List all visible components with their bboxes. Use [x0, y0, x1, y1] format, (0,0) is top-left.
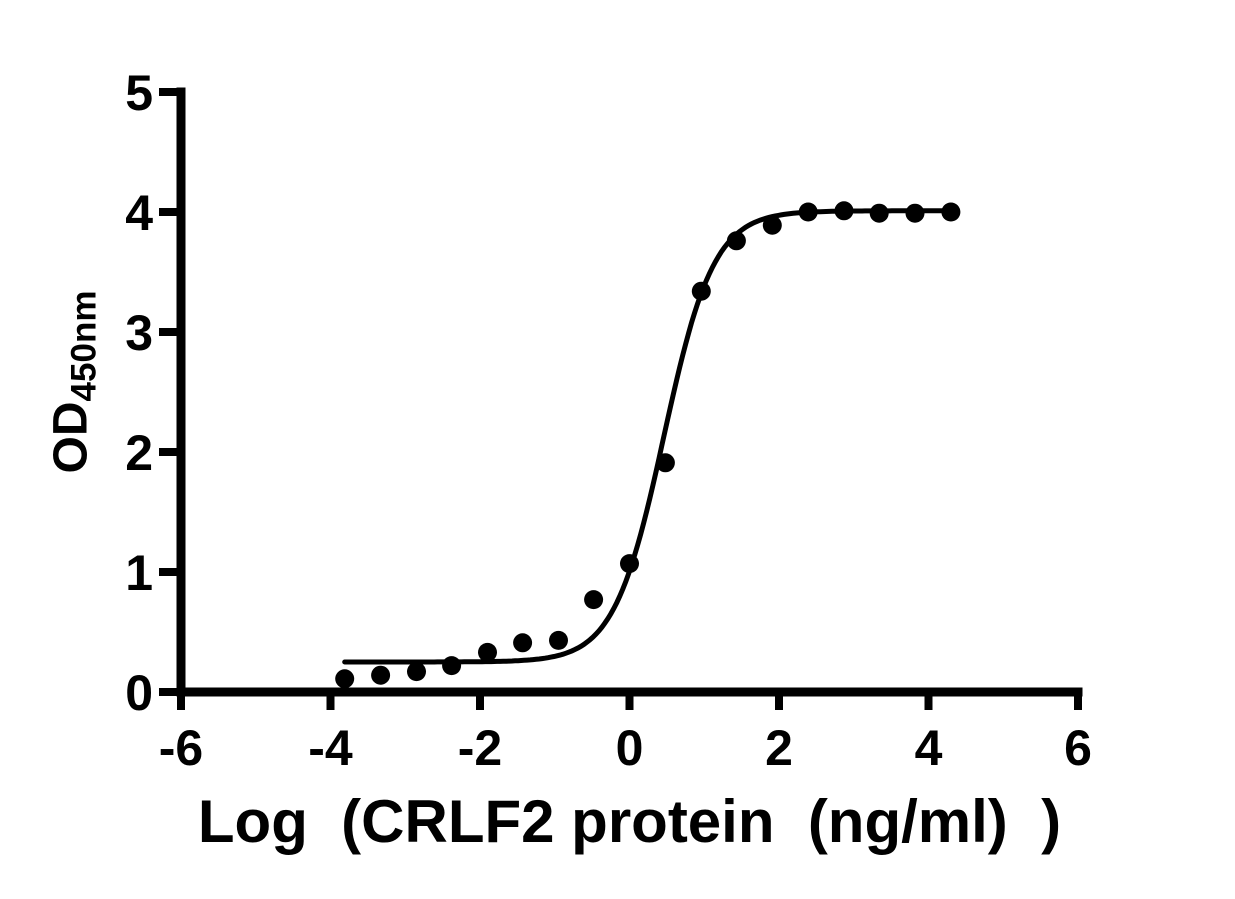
- x-tick-label: 4: [915, 720, 943, 776]
- y-axis-title-subscript: 450nm: [64, 290, 104, 402]
- y-tick-label: 5: [125, 65, 153, 121]
- y-tick-label: 4: [125, 185, 153, 241]
- data-point: [869, 203, 889, 223]
- y-tick-label: 3: [125, 305, 153, 361]
- y-axis-title-main: OD: [44, 401, 98, 474]
- y-tick-label: 0: [125, 665, 153, 721]
- y-axis-title: OD450nm: [44, 290, 109, 474]
- x-tick-label: 0: [616, 720, 644, 776]
- data-point: [478, 642, 497, 662]
- data-point: [371, 665, 391, 685]
- y-tick-label: 1: [125, 545, 153, 601]
- axes: [159, 87, 1083, 710]
- data-point: [798, 202, 818, 222]
- x-tick-label: -2: [458, 720, 502, 776]
- data-point: [442, 656, 462, 676]
- data-point: [513, 633, 533, 653]
- data-points: [335, 201, 961, 689]
- data-point: [762, 215, 782, 235]
- x-tick-label: 2: [765, 720, 793, 776]
- data-point: [584, 590, 604, 610]
- x-tick-label: -4: [308, 720, 353, 776]
- tick-labels: 0 1 2 3 4 5 -6 -4 -2 0 2 4 6: [125, 65, 1092, 776]
- fit-curve-path: [342, 208, 954, 665]
- data-point: [335, 669, 355, 689]
- data-point: [834, 201, 854, 221]
- data-point: [549, 630, 568, 650]
- data-point: [941, 202, 961, 222]
- data-point: [620, 554, 639, 574]
- x-tick-label: -6: [159, 720, 203, 776]
- x-axis-title: Log (CRLF2 protein (ng/ml) ): [197, 788, 1062, 855]
- y-tick-label: 2: [125, 425, 153, 481]
- x-tick-label: 6: [1064, 720, 1092, 776]
- data-point: [655, 453, 675, 473]
- data-point: [691, 281, 711, 301]
- data-point: [407, 662, 426, 682]
- data-point: [726, 231, 746, 251]
- data-point: [905, 203, 925, 223]
- fit-curve: [342, 208, 954, 665]
